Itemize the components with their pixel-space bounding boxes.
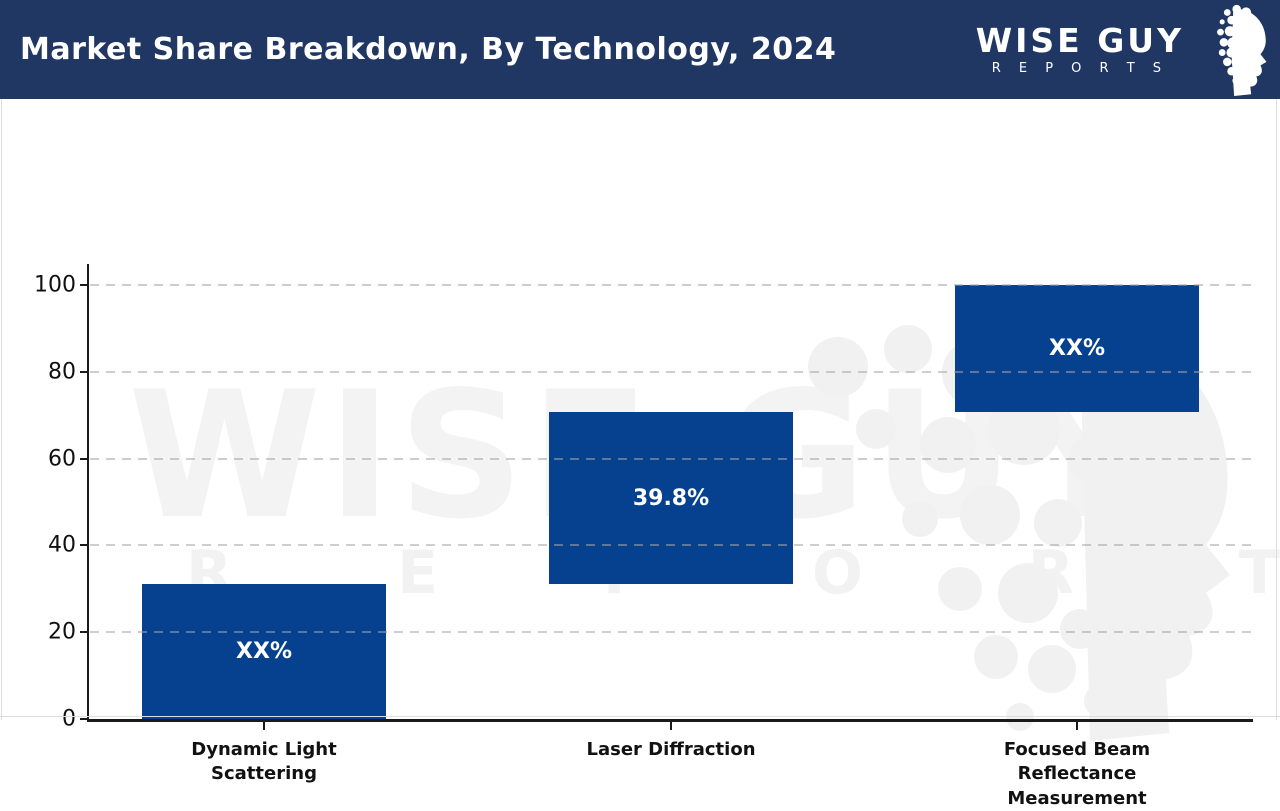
gridline-40 <box>90 544 1253 547</box>
logo-subtitle: R E P O R T S <box>991 60 1169 76</box>
gridline-100 <box>90 284 1253 286</box>
bar-value-label-2: 39.8% <box>632 485 710 511</box>
y-tick-label-20: 20 <box>48 619 76 645</box>
category-label-1: Dynamic Light Scattering <box>191 739 337 785</box>
y-tick-100 <box>80 284 87 286</box>
gridline-20 <box>90 631 1253 634</box>
logo-face-icon <box>1217 4 1267 96</box>
bar-3: XX% <box>955 285 1199 412</box>
chart-canvas: WISE GUY R E P O R T S 020406080100XX%Dy… <box>0 99 1280 809</box>
page-title: Market Share Breakdown, By Technology, 2… <box>20 32 837 67</box>
y-tick-label-0: 0 <box>62 706 76 732</box>
x-tick-3 <box>1076 722 1078 730</box>
logo-wordmark: WISE GUY <box>975 20 1184 60</box>
y-tick-0 <box>80 718 87 720</box>
bar-1: XX% <box>142 584 386 719</box>
y-axis-spine <box>87 264 89 722</box>
category-label-2: Laser Diffraction <box>586 739 756 760</box>
gridline-60 <box>90 457 1253 460</box>
y-tick-label-60: 60 <box>48 446 76 472</box>
y-tick-20 <box>80 631 87 634</box>
x-tick-2 <box>670 722 672 730</box>
bar-2: 39.8% <box>549 411 793 585</box>
x-tick-1 <box>263 722 265 730</box>
right-border <box>1276 99 1277 720</box>
y-tick-80 <box>80 370 87 373</box>
logo-text: WISE GUY R E P O R T S <box>976 24 1184 76</box>
gridline-80 <box>90 370 1253 373</box>
bottom-border <box>0 716 1280 717</box>
y-tick-label-40: 40 <box>48 532 76 558</box>
header-bar: Market Share Breakdown, By Technology, 2… <box>0 0 1280 99</box>
y-tick-label-100: 100 <box>34 272 76 298</box>
bar-value-label-3: XX% <box>1049 335 1105 361</box>
wise-guy-logo: WISE GUY R E P O R T S <box>976 4 1280 96</box>
y-tick-label-80: 80 <box>48 359 76 385</box>
y-tick-60 <box>80 457 87 460</box>
left-border <box>1 99 2 720</box>
y-tick-40 <box>80 544 87 547</box>
bar-value-label-1: XX% <box>236 639 292 665</box>
category-label-3: Focused Beam Reflectance Measurement <box>1003 739 1151 809</box>
